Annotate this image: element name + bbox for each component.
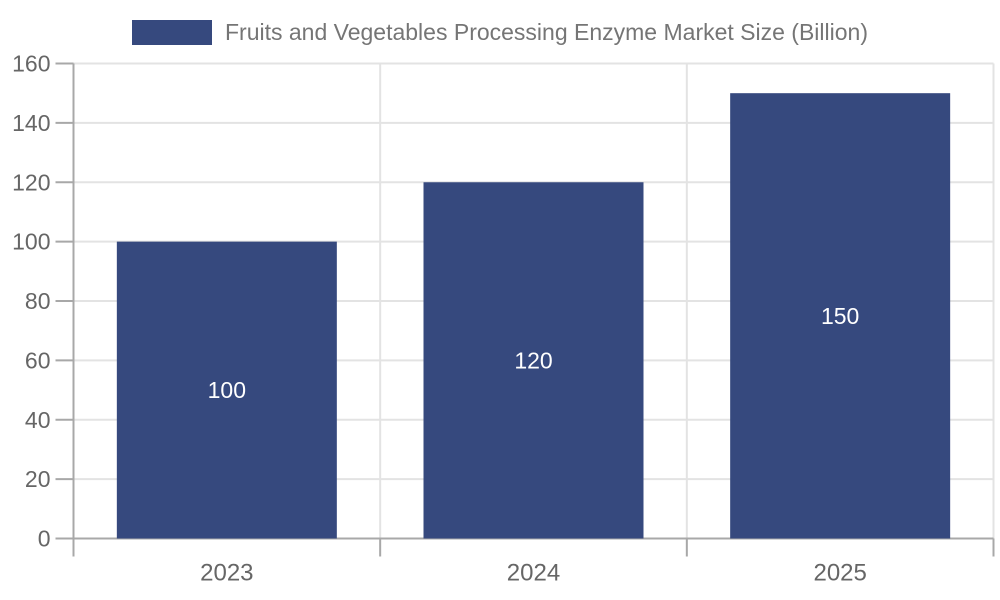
y-tick-label: 0: [38, 526, 51, 552]
x-tick-label: 2023: [200, 560, 253, 587]
x-tick-label: 2025: [813, 560, 866, 587]
y-tick-label: 100: [12, 229, 50, 255]
y-tick-label: 120: [12, 169, 50, 195]
bar[interactable]: [116, 241, 337, 539]
legend-swatch: [131, 20, 212, 45]
bar-value-label: 120: [514, 347, 552, 373]
bar[interactable]: [423, 182, 644, 539]
y-tick-label: 60: [25, 347, 51, 373]
bar[interactable]: [730, 93, 951, 539]
y-tick-label: 80: [25, 288, 51, 314]
bar-value-label: 100: [208, 377, 246, 403]
y-tick-label: 140: [12, 110, 50, 136]
legend[interactable]: Fruits and Vegetables Processing Enzyme …: [0, 20, 1000, 45]
x-tick-label: 2024: [507, 560, 560, 587]
bar-value-label: 150: [821, 303, 859, 329]
y-tick-label: 20: [25, 466, 51, 492]
y-tick-label: 160: [12, 51, 50, 77]
y-tick-label: 40: [25, 407, 51, 433]
legend-label: Fruits and Vegetables Processing Enzyme …: [224, 19, 868, 45]
